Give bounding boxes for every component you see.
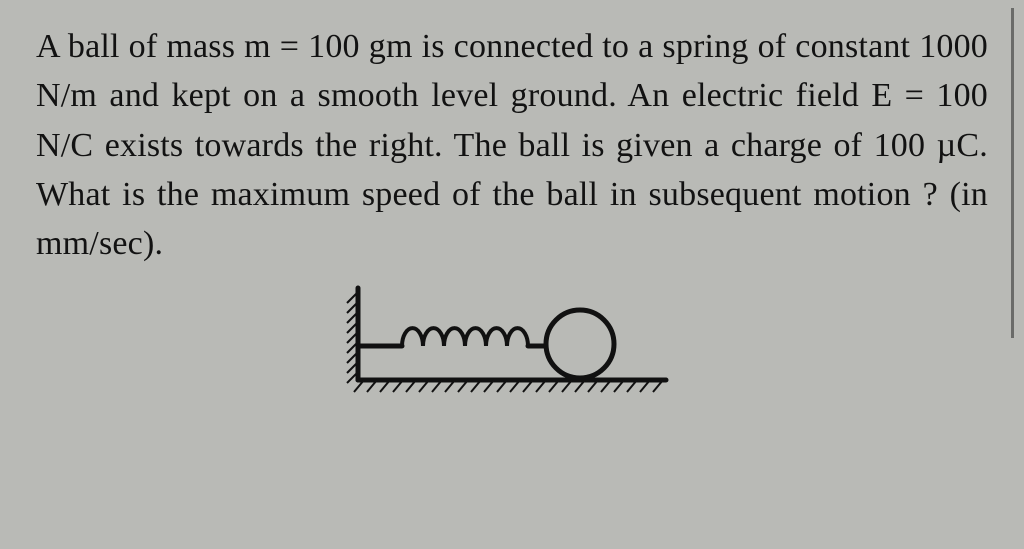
margin-line xyxy=(1011,8,1014,338)
spring-ball-diagram xyxy=(332,274,692,424)
question-text: A ball of mass m = 100 gm is connected t… xyxy=(36,22,988,268)
diagram-container xyxy=(36,274,988,424)
page: A ball of mass m = 100 gm is connected t… xyxy=(0,0,1024,549)
